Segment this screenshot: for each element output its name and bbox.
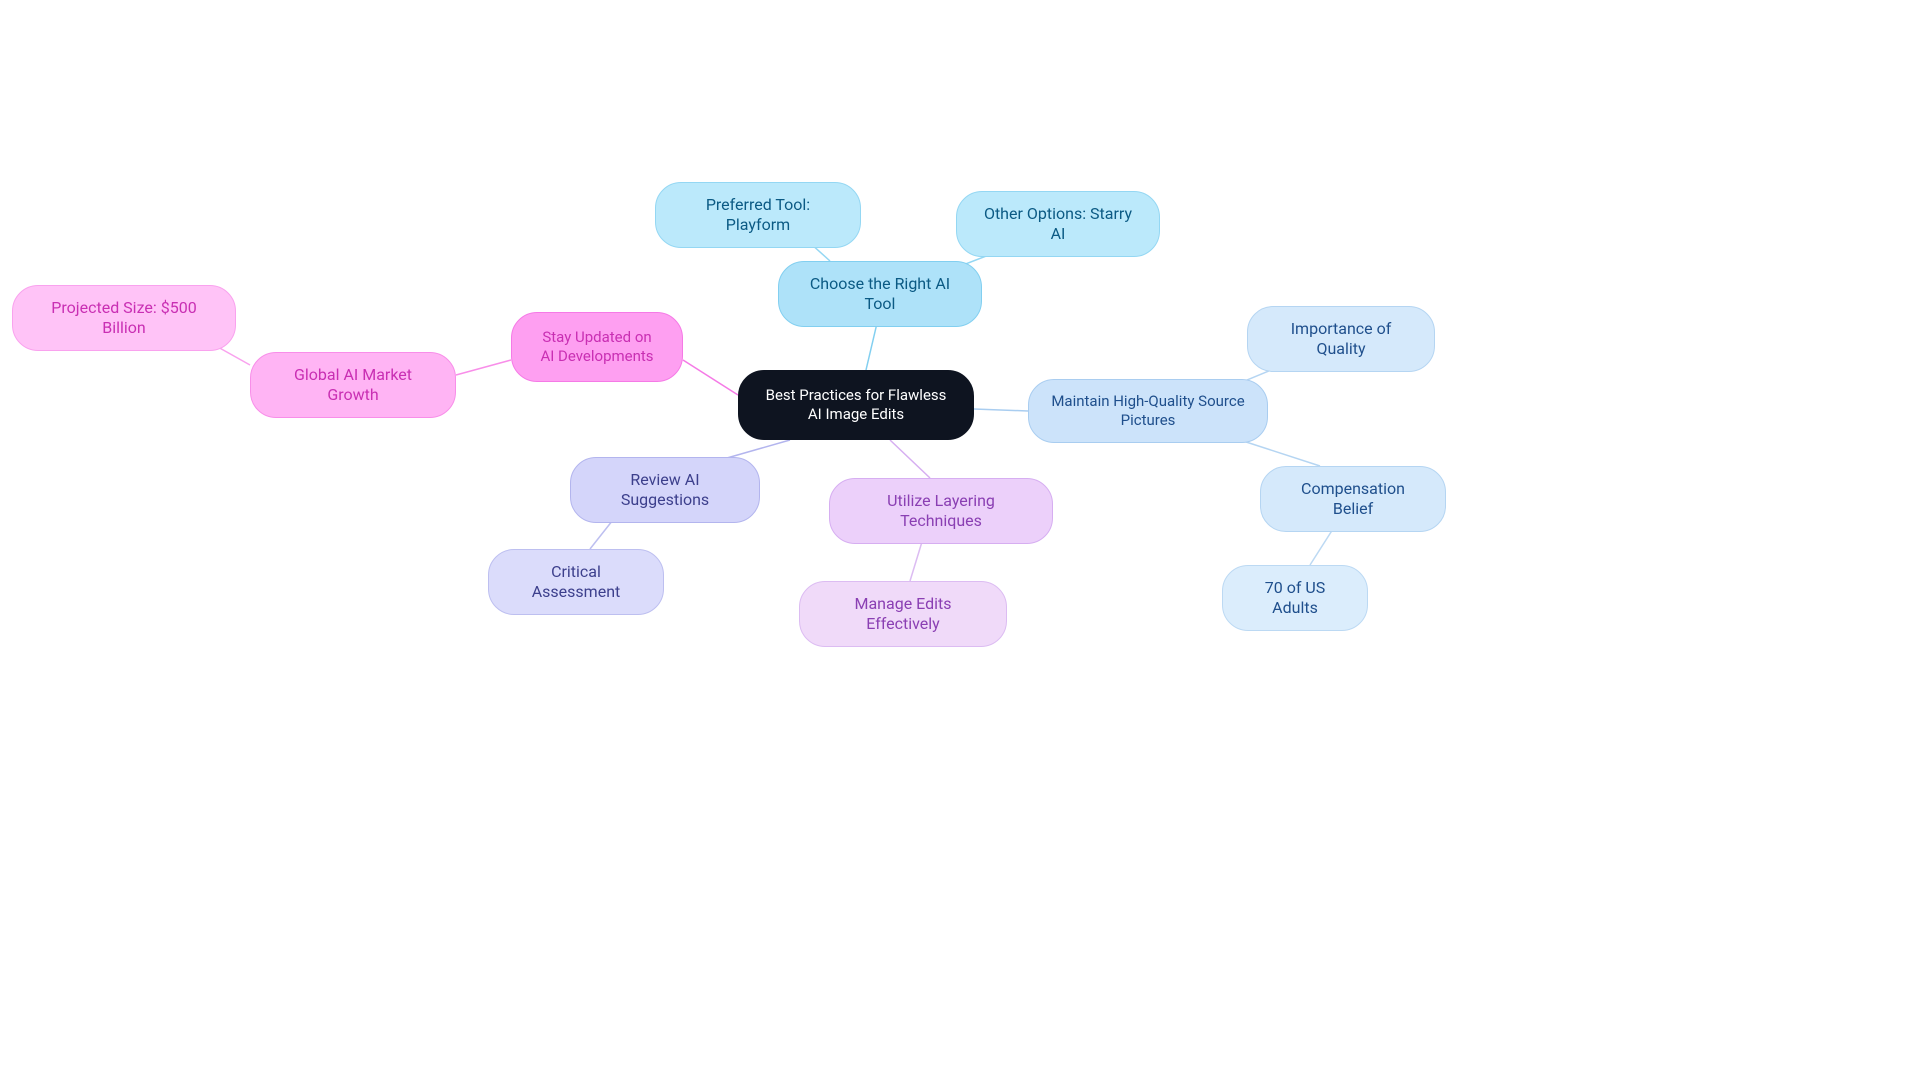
node-review_suggestions[interactable]: Review AI Suggestions	[570, 457, 760, 523]
edge	[683, 360, 738, 395]
node-projected_size[interactable]: Projected Size: $500 Billion	[12, 285, 236, 351]
node-label: Other Options: Starry AI	[979, 204, 1137, 244]
node-choose_tool[interactable]: Choose the Right AI Tool	[778, 261, 982, 327]
node-label: 70 of US Adults	[1245, 578, 1345, 618]
node-label: Compensation Belief	[1283, 479, 1423, 519]
node-label: Importance of Quality	[1270, 319, 1412, 359]
edge	[974, 409, 1028, 411]
node-label: Projected Size: $500 Billion	[35, 298, 213, 338]
node-label: Manage Edits Effectively	[822, 594, 984, 634]
edge	[1240, 440, 1320, 466]
node-seventy_adults[interactable]: 70 of US Adults	[1222, 565, 1368, 631]
node-manage_edits[interactable]: Manage Edits Effectively	[799, 581, 1007, 647]
node-label: Stay Updated on AI Developments	[534, 328, 660, 366]
node-critical_assessment[interactable]: Critical Assessment	[488, 549, 664, 615]
node-label: Best Practices for Flawless AI Image Edi…	[761, 386, 951, 424]
edge	[456, 360, 511, 375]
node-maintain_quality[interactable]: Maintain High-Quality Source Pictures	[1028, 379, 1268, 443]
node-label: Preferred Tool: Playform	[678, 195, 838, 235]
node-label: Utilize Layering Techniques	[852, 491, 1030, 531]
node-root[interactable]: Best Practices for Flawless AI Image Edi…	[738, 370, 974, 440]
node-label: Review AI Suggestions	[593, 470, 737, 510]
node-importance_quality[interactable]: Importance of Quality	[1247, 306, 1435, 372]
node-stay_updated[interactable]: Stay Updated on AI Developments	[511, 312, 683, 382]
node-compensation_belief[interactable]: Compensation Belief	[1260, 466, 1446, 532]
edge	[890, 440, 930, 478]
node-market_growth[interactable]: Global AI Market Growth	[250, 352, 456, 418]
node-label: Maintain High-Quality Source Pictures	[1051, 392, 1245, 430]
node-label: Choose the Right AI Tool	[801, 274, 959, 314]
node-label: Critical Assessment	[511, 562, 641, 602]
node-other_options[interactable]: Other Options: Starry AI	[956, 191, 1160, 257]
node-layering[interactable]: Utilize Layering Techniques	[829, 478, 1053, 544]
node-label: Global AI Market Growth	[273, 365, 433, 405]
node-preferred_tool[interactable]: Preferred Tool: Playform	[655, 182, 861, 248]
